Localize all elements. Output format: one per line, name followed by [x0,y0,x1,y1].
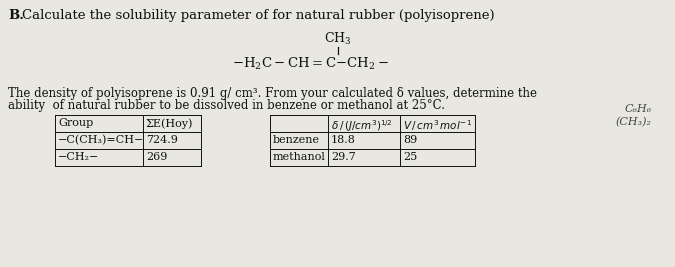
Text: 269: 269 [146,152,167,162]
Text: $\delta\,/\,(J/cm^3)^{1/2}$: $\delta\,/\,(J/cm^3)^{1/2}$ [331,118,393,134]
Text: 18.8: 18.8 [331,135,356,145]
Text: ΣE(Hoy): ΣE(Hoy) [146,118,193,129]
Text: C₆H₆: C₆H₆ [625,104,652,114]
Text: $V\,/\,cm^3\,mol^{-1}$: $V\,/\,cm^3\,mol^{-1}$ [403,118,472,133]
Text: B.: B. [8,9,24,22]
Text: −C(CH₃)=CH−: −C(CH₃)=CH− [58,135,144,145]
Text: Group: Group [58,118,93,128]
Text: (CH₃)₂: (CH₃)₂ [616,117,652,127]
Text: 29.7: 29.7 [331,152,356,162]
Text: benzene: benzene [273,135,320,145]
Text: $\mathregular{-H_2C-CH{=}C{-}CH_2-}$: $\mathregular{-H_2C-CH{=}C{-}CH_2-}$ [232,56,389,72]
Text: The density of polyisoprene is 0.91 g/ cm³. From your calculated δ values, deter: The density of polyisoprene is 0.91 g/ c… [8,87,537,100]
Text: methanol: methanol [273,152,326,162]
Text: ability  of natural rubber to be dissolved in benzene or methanol at 25°C.: ability of natural rubber to be dissolve… [8,99,445,112]
Text: Calculate the solubility parameter of for natural rubber (polyisoprene): Calculate the solubility parameter of fo… [22,9,495,22]
Text: $\mathregular{CH_3}$: $\mathregular{CH_3}$ [324,31,352,47]
Text: 25: 25 [403,152,417,162]
Text: −CH₂−: −CH₂− [58,152,99,162]
Text: 89: 89 [403,135,417,145]
Text: 724.9: 724.9 [146,135,178,145]
